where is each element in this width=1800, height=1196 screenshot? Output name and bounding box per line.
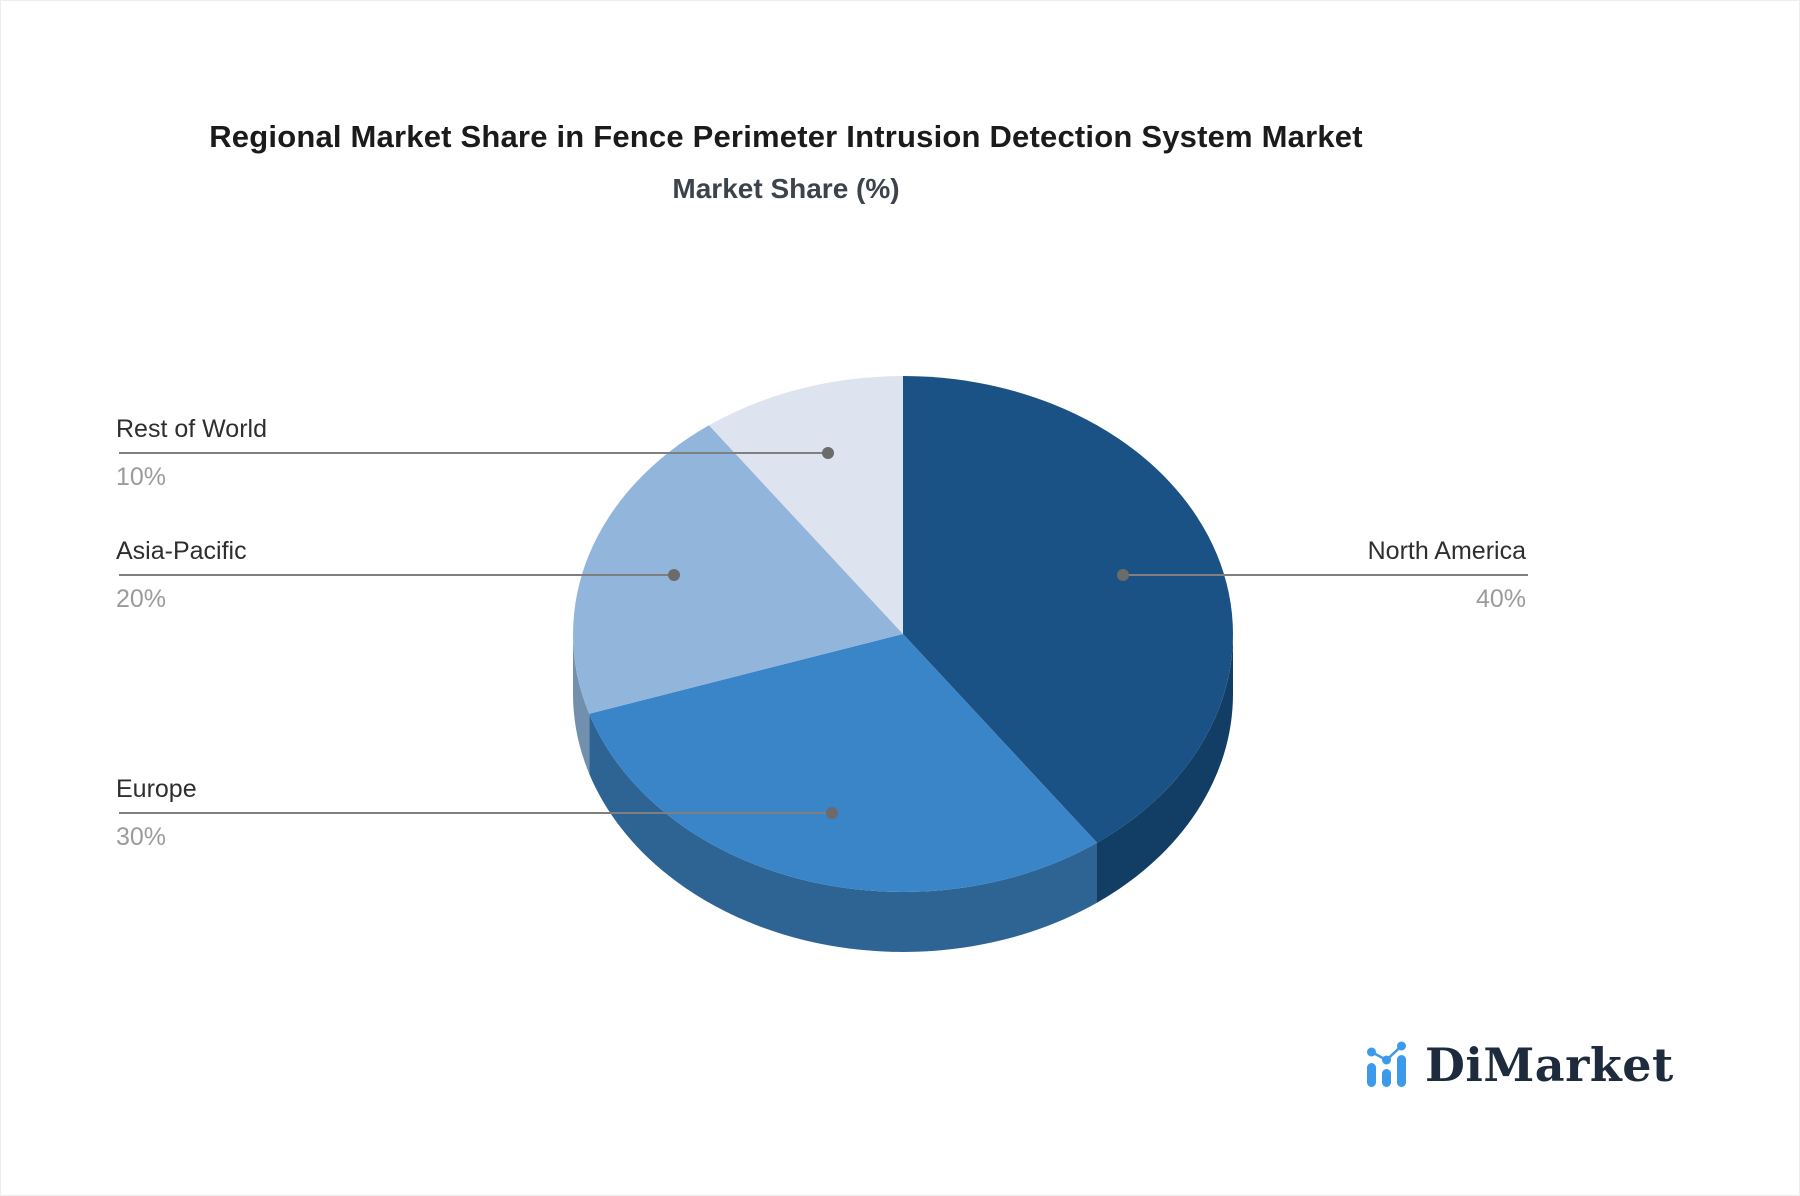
leader-dots — [668, 447, 1129, 819]
leader-dot-rest-of-world — [822, 447, 834, 459]
pie-slice-north-america[interactable] — [903, 376, 1233, 843]
chart-subtitle: Market Share (%) — [672, 173, 900, 204]
callout-label: Europe — [116, 775, 197, 803]
callout-label: Asia-Pacific — [116, 537, 247, 565]
leader-dot-north-america — [1117, 569, 1129, 581]
callout-label: Rest of World — [116, 415, 267, 443]
leader-dot-asia-pacific — [668, 569, 680, 581]
callout-value: 10% — [116, 463, 167, 491]
callout-label: North America — [1367, 537, 1526, 565]
pie-slice-side-north-america — [1097, 634, 1233, 903]
leader-lines — [119, 452, 1528, 814]
pie-slice-side-asia-pacific — [573, 634, 590, 774]
callout-north-america: North America 40% — [1368, 536, 1526, 614]
chart-title: Regional Market Share in Fence Perimeter… — [209, 119, 1363, 154]
callout-asia-pacific: Asia-Pacific 20% — [116, 536, 247, 614]
chart-header: Regional Market Share in Fence Perimeter… — [1, 1, 1571, 205]
callout-rest-of-world: Rest of World 10% — [116, 414, 267, 492]
leader-dot-europe — [826, 807, 838, 819]
bar-chart-icon — [1367, 1041, 1406, 1087]
brand-logo-text: DiMarket — [1425, 1038, 1674, 1092]
callout-europe: Europe 30% — [116, 774, 197, 852]
callout-value: 40% — [1475, 585, 1526, 613]
pie-slice-asia-pacific[interactable] — [573, 425, 903, 714]
pie-slice-europe[interactable] — [589, 634, 1097, 892]
callout-value: 20% — [116, 585, 167, 613]
pie-slice-side-europe — [589, 713, 1097, 952]
pie-slice-rest-of-world[interactable] — [709, 376, 903, 634]
brand-logo: DiMarket — [1365, 1041, 1674, 1089]
callout-value: 30% — [116, 823, 167, 851]
